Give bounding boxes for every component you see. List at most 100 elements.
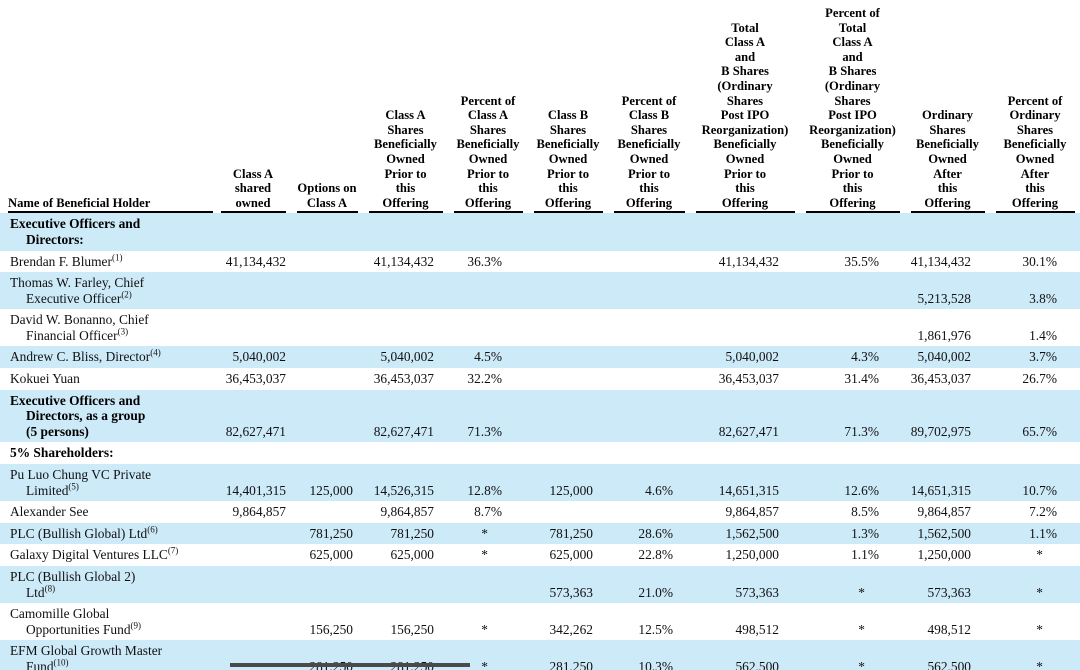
value-text: 26.7% xyxy=(1022,371,1057,387)
value-text: 5,040,002 xyxy=(380,349,434,365)
value-cell xyxy=(608,272,690,309)
value-text: 3.8% xyxy=(1029,290,1057,306)
value-cell: * xyxy=(448,640,528,670)
value-text: 10.3% xyxy=(638,658,673,670)
value-text: 498,512 xyxy=(735,621,779,637)
value-cell xyxy=(800,309,905,346)
value-cell xyxy=(690,272,800,309)
value-cell: 14,651,315 xyxy=(690,464,800,501)
value-cell: 1.1% xyxy=(990,523,1080,545)
footnote-ref: (7) xyxy=(167,545,179,556)
value-cell xyxy=(448,272,528,309)
value-cell: 5,040,002 xyxy=(905,346,990,368)
value-cell xyxy=(291,309,363,346)
value-text: 1.1% xyxy=(851,547,879,563)
value-text: * xyxy=(858,658,865,670)
value-cell: 12.8% xyxy=(448,464,528,501)
value-text: 625,000 xyxy=(309,547,353,563)
value-text: 4.6% xyxy=(645,482,673,498)
value-cell: 625,000 xyxy=(528,544,608,566)
holder-name: Galaxy Digital Ventures LLC xyxy=(10,547,168,563)
value-text: 3.7% xyxy=(1029,349,1057,365)
table-row: Andrew C. Bliss, Director(4) 5,040,002 5,… xyxy=(0,346,1080,369)
value-cell: * xyxy=(800,640,905,670)
value-cell: 71.3% xyxy=(448,390,528,443)
value-cell: 21.0% xyxy=(608,566,690,603)
value-cell: 156,250 xyxy=(291,603,363,640)
value-cell xyxy=(215,309,291,346)
value-cell: 14,526,315 xyxy=(363,464,448,501)
footnote-ref: (6) xyxy=(147,524,158,535)
value-text: 281,250 xyxy=(549,658,593,670)
value-cell: 1.4% xyxy=(990,309,1080,346)
table-row: Camomille Global Opportunities Fund(9) 1… xyxy=(0,603,1080,640)
value-cell: * xyxy=(990,640,1080,670)
value-cell: 562,500 xyxy=(905,640,990,670)
footnote-ref: (3) xyxy=(117,326,129,337)
holder-name-cell: Brendan F. Blumer(1) xyxy=(0,251,215,273)
table-row: EFM Global Growth Master Fund(10) 281,25… xyxy=(0,640,1080,670)
value-cell xyxy=(215,213,291,250)
value-text: 89,702,975 xyxy=(910,423,971,439)
value-cell: 342,262 xyxy=(528,603,608,640)
footnote-ref: (10) xyxy=(53,657,69,668)
value-cell: 781,250 xyxy=(291,523,363,545)
table-row: Brendan F. Blumer(1) 41,134,432 41,134,43… xyxy=(0,251,1080,273)
value-text: * xyxy=(858,584,865,600)
value-cell: 1.3% xyxy=(800,523,905,545)
holder-name-cell: Thomas W. Farley, Chief Executive Office… xyxy=(0,272,215,309)
value-cell xyxy=(608,442,690,464)
value-cell: 12.6% xyxy=(800,464,905,501)
footnote-ref: (5) xyxy=(68,481,79,492)
value-cell: 562,500 xyxy=(690,640,800,670)
value-text: 156,250 xyxy=(309,621,353,637)
value-cell: 5,040,002 xyxy=(215,346,291,368)
value-cell xyxy=(800,442,905,464)
value-cell: 8.7% xyxy=(448,501,528,523)
footnote-ref: (1) xyxy=(111,252,123,263)
value-cell: 82,627,471 xyxy=(363,390,448,443)
value-text: 36.3% xyxy=(467,253,502,269)
value-cell: 3.8% xyxy=(990,272,1080,309)
value-text: 125,000 xyxy=(549,482,593,498)
value-cell: 3.7% xyxy=(990,346,1080,368)
holder-name-cell: Camomille Global Opportunities Fund(9) xyxy=(0,603,215,640)
value-text: 12.6% xyxy=(844,482,879,498)
value-text: * xyxy=(481,547,488,563)
value-text: 14,651,315 xyxy=(910,482,971,498)
value-cell xyxy=(448,213,528,250)
value-cell: 125,000 xyxy=(528,464,608,501)
value-text: 9,864,857 xyxy=(380,504,434,520)
value-cell xyxy=(528,346,608,368)
value-text: 625,000 xyxy=(549,547,593,563)
value-text: 125,000 xyxy=(309,482,353,498)
value-text: 8.7% xyxy=(474,504,502,520)
holder-name-cell: Pu Luo Chung VC Private Limited(5) xyxy=(0,464,215,501)
value-cell: * xyxy=(448,544,528,566)
value-cell: 36,453,037 xyxy=(363,368,448,390)
value-cell xyxy=(291,346,363,368)
value-cell xyxy=(905,442,990,464)
value-text: 41,134,432 xyxy=(225,253,286,269)
value-cell: 125,000 xyxy=(291,464,363,501)
table-row: Executive Officers and Directors, as a g… xyxy=(0,389,1080,443)
value-cell xyxy=(363,309,448,346)
value-cell: 35.5% xyxy=(800,251,905,273)
holder-name: Executive Officers and Directors, as a g… xyxy=(10,392,146,439)
value-text: 1,562,500 xyxy=(917,525,971,541)
value-cell: 10.3% xyxy=(608,640,690,670)
value-text: 573,363 xyxy=(549,584,593,600)
value-cell: 22.8% xyxy=(608,544,690,566)
value-text: 8.5% xyxy=(851,504,879,520)
value-cell: 31.4% xyxy=(800,368,905,390)
value-cell: 498,512 xyxy=(905,603,990,640)
value-text: 14,526,315 xyxy=(373,482,434,498)
value-text: * xyxy=(1036,547,1043,563)
value-text: 28.6% xyxy=(638,525,673,541)
value-text: 36,453,037 xyxy=(225,371,286,387)
value-cell: * xyxy=(990,566,1080,603)
header-row: Name of Beneficial Holder Class A shared… xyxy=(0,0,1080,214)
footnote-divider xyxy=(230,663,470,667)
holder-name-cell: Galaxy Digital Ventures LLC(7) xyxy=(0,544,215,566)
table-row: Alexander See 9,864,857 9,864,857 8.7% 9,86… xyxy=(0,501,1080,523)
